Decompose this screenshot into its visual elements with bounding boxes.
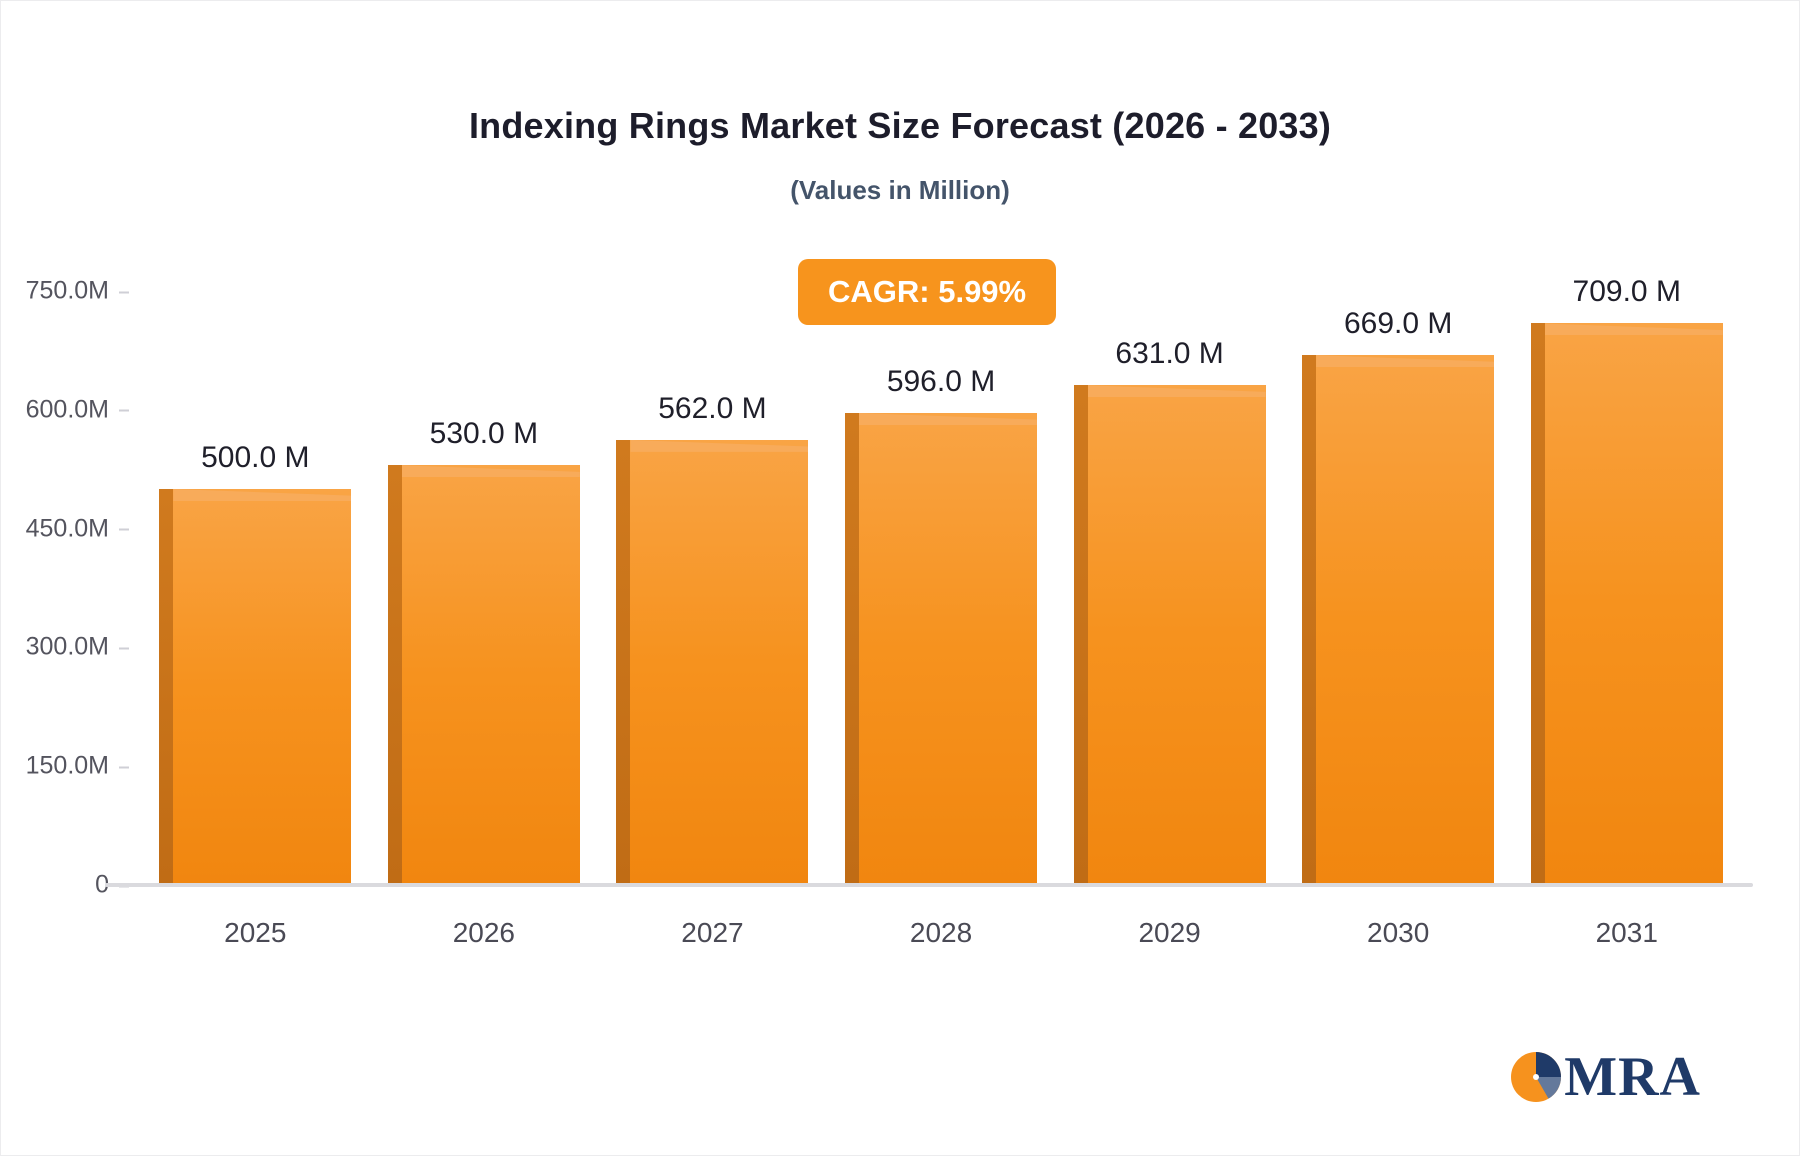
bars-container: 500.0 M 2025 530.0 M 2026 562.0 M 2027 596.0 M… [141, 275, 1741, 948]
bar-value-label: 669.0 M [1343, 307, 1453, 341]
bar-value-label: 562.0 M [658, 391, 767, 425]
bar-slot: 669.0 M 2030 [1284, 291, 1513, 948]
y-tick-label: 450.0M [25, 514, 130, 543]
bar-value-label: 631.0 M [1115, 337, 1224, 371]
bar-2025: 500.0 M [159, 441, 352, 885]
cagr-badge-label: CAGR: 5.99% [828, 274, 1027, 309]
bar-2031: 709.0 M [1530, 275, 1723, 885]
chart-title: Indexing Rings Market Size Forecast (202… [468, 105, 1332, 146]
cagr-badge: CAGR: 5.99% [798, 259, 1057, 325]
x-axis-label: 2031 [1595, 917, 1658, 948]
bar-slot: 562.0 M 2027 [598, 291, 827, 948]
x-axis-label: 2027 [681, 917, 744, 948]
x-axis-label: 2030 [1367, 917, 1430, 948]
bar-2027: 562.0 M [616, 392, 809, 886]
bar-slot: 500.0 M 2025 [141, 291, 370, 948]
x-axis-label: 2025 [224, 917, 287, 948]
bar-2028: 596.0 M [845, 365, 1038, 886]
y-axis: 0 150.0M 300.0M 450.0M 600.0M 750.0M [1, 277, 130, 899]
bar-2030: 669.0 M [1302, 307, 1495, 885]
chart-subtitle: (Values in Million) [790, 175, 1010, 205]
y-tick-label: 600.0M [25, 395, 130, 424]
mra-logo-icon [1511, 1052, 1562, 1102]
bar-value-label: 709.0 M [1572, 275, 1681, 309]
bar-value-label: 530.0 M [429, 417, 539, 451]
x-axis-label: 2028 [909, 917, 973, 948]
x-axis-label: 2026 [452, 917, 516, 948]
x-axis-label: 2029 [1138, 917, 1201, 948]
mra-logo: MRA [1510, 1049, 1701, 1105]
bar-slot: 530.0 M 2026 [370, 291, 599, 948]
y-tick-label: 150.0M [25, 751, 130, 780]
bar-2029: 631.0 M [1073, 337, 1266, 885]
bar-slot: 596.0 M 2028 [827, 291, 1056, 948]
x-axis-line [105, 883, 1753, 887]
bar-slot: 709.0 M 2031 [1512, 275, 1741, 948]
bar-value-label: 500.0 M [201, 441, 310, 474]
bar-2026: 530.0 M [387, 417, 580, 885]
bar-value-label: 596.0 M [886, 364, 996, 398]
y-tick-label: 750.0M [25, 276, 130, 305]
y-tick-label: 300.0M [25, 632, 130, 661]
mra-logo-text: MRA [1564, 1046, 1701, 1108]
bar-slot: 631.0 M 2029 [1055, 291, 1284, 948]
